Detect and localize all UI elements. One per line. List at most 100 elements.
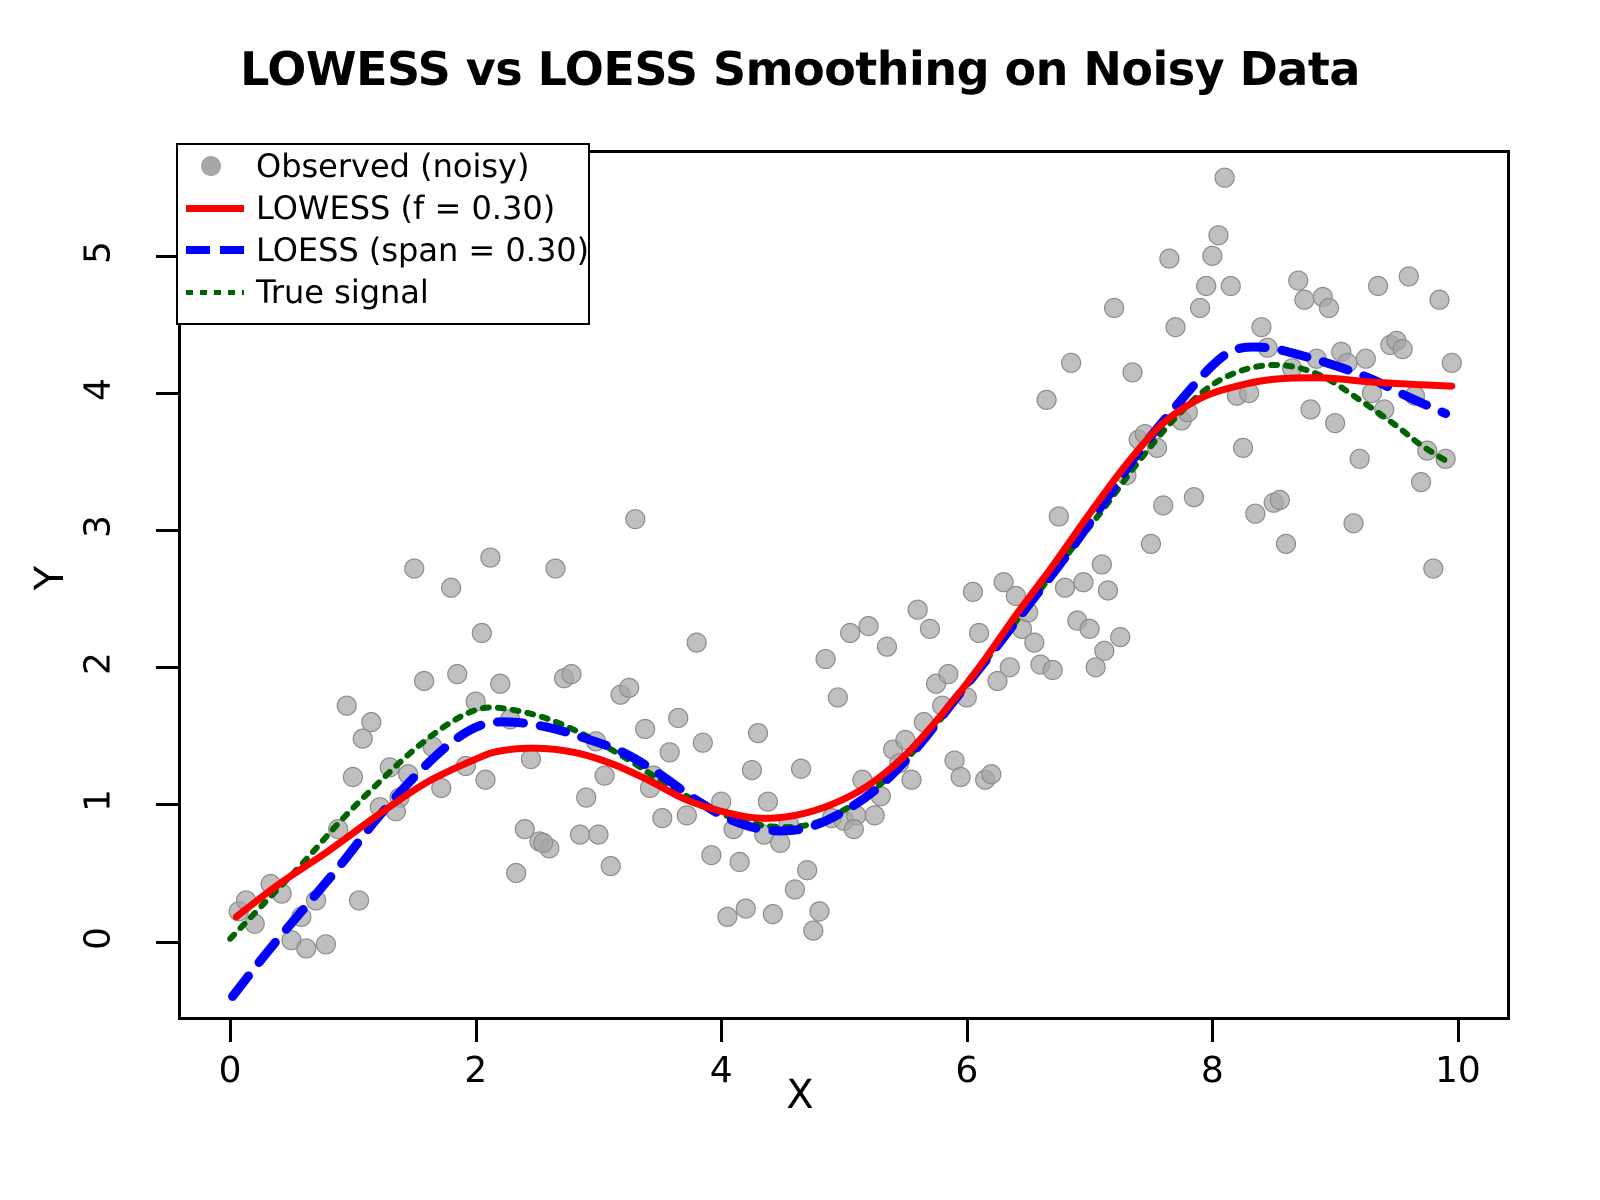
scatter-point <box>1269 489 1290 511</box>
scatter-point <box>686 632 707 653</box>
y-tick-mark <box>156 529 178 533</box>
x-tick-mark <box>965 1020 969 1042</box>
x-tick-mark <box>229 1020 233 1042</box>
scatter-point <box>1208 225 1229 246</box>
plot-canvas <box>227 167 1462 1001</box>
scatter-point <box>741 760 763 781</box>
scatter-point <box>625 509 646 530</box>
y-tick-mark <box>156 803 178 807</box>
scatter-point <box>692 732 713 753</box>
scatter-point <box>1079 618 1100 639</box>
scatter-point <box>594 765 615 786</box>
scatter-point <box>1423 558 1444 579</box>
x-tick-mark <box>1211 1020 1215 1042</box>
x-tick-label: 10 <box>1434 1050 1481 1091</box>
scatter-point <box>1073 572 1094 593</box>
scatter-point <box>1232 437 1254 458</box>
scatter-point <box>1325 413 1346 434</box>
scatter-point <box>514 819 535 840</box>
legend-key-lowess <box>178 187 256 229</box>
scatter-point <box>815 648 836 670</box>
scatter-point <box>533 832 554 853</box>
scatter-point <box>1220 275 1241 297</box>
loess-line <box>228 342 1451 1001</box>
y-tick-label: 1 <box>77 789 119 813</box>
series-line <box>228 342 1451 1001</box>
scatter-point <box>1349 448 1370 469</box>
scatter-point <box>1398 266 1419 287</box>
scatter-point <box>1005 585 1026 607</box>
scatter-point <box>1085 657 1106 678</box>
scatter-point <box>729 851 750 873</box>
solid-line-icon <box>186 205 244 212</box>
scatter-point <box>876 636 898 657</box>
y-tick-label: 3 <box>77 515 119 539</box>
scatter-point <box>999 657 1020 678</box>
scatter-point <box>1165 317 1186 338</box>
lowess-line <box>232 374 1456 921</box>
scatter-point <box>1294 289 1315 310</box>
scatter-point <box>1054 577 1076 598</box>
scatter-point <box>843 819 864 840</box>
x-axis-label: X <box>786 1072 814 1118</box>
scatter-point <box>1300 399 1321 420</box>
scatter-point <box>1245 503 1266 524</box>
scatter-point <box>475 769 496 790</box>
x-tick-label: 2 <box>464 1050 488 1091</box>
scatter-point <box>1251 317 1272 338</box>
scatter-point <box>735 898 756 919</box>
scatter-point <box>790 758 812 779</box>
scatter-point <box>619 677 640 698</box>
scatter-point <box>361 712 382 733</box>
scatter-point <box>981 764 1002 785</box>
x-tick-label: 8 <box>1200 1050 1224 1091</box>
scatter-point <box>569 824 591 845</box>
scatter-point <box>864 805 885 826</box>
scatter-point <box>342 766 363 788</box>
scatter-point <box>1441 352 1462 373</box>
legend-item-true-signal: True signal <box>178 271 588 313</box>
scatter-point <box>600 856 621 877</box>
legend-item-observed: Observed (noisy) <box>178 145 588 187</box>
scatter-point <box>1122 362 1143 383</box>
legend-key-observed <box>178 145 256 187</box>
scatter-point <box>1367 275 1389 297</box>
y-tick-label: 4 <box>77 378 119 401</box>
scatter-point <box>1355 348 1376 369</box>
scatter-point <box>480 547 501 568</box>
legend-key-true-signal <box>178 271 256 313</box>
scatter-point <box>747 723 769 744</box>
scatter-point <box>471 622 492 644</box>
scatter-point <box>770 832 791 853</box>
scatter-point <box>1110 627 1131 648</box>
legend-label-lowess: LOWESS (f = 0.30) <box>256 189 556 227</box>
scatter-point <box>676 805 697 826</box>
scatter-point <box>803 920 824 941</box>
scatter-point <box>315 934 336 955</box>
page-title: LOWESS vs LOESS Smoothing on Noisy Data <box>240 42 1360 96</box>
scatter-point <box>1189 297 1211 319</box>
scatter-point <box>545 558 566 579</box>
scatter-point <box>1410 472 1432 493</box>
scatter-point <box>827 687 848 708</box>
scatter-point <box>659 742 680 763</box>
scatter-point <box>447 664 468 685</box>
y-axis-label: Y <box>27 565 73 591</box>
series-line <box>227 361 1455 942</box>
scatter-point <box>962 581 984 602</box>
scatter-point <box>1429 289 1450 310</box>
legend-label-true-signal: True signal <box>256 273 429 311</box>
scatter-point <box>784 879 805 900</box>
scatter-point <box>1097 580 1119 601</box>
scatter-point <box>1061 352 1082 373</box>
scatter-point <box>379 757 400 778</box>
scatter-point <box>1318 297 1340 319</box>
scatter-point <box>404 558 425 579</box>
scatter-point <box>1288 270 1309 291</box>
scatter-point <box>919 618 941 639</box>
scatter-point <box>938 664 959 685</box>
scatter-point <box>1104 297 1125 319</box>
scatter-point <box>520 749 542 770</box>
true-signal-line <box>227 361 1455 942</box>
